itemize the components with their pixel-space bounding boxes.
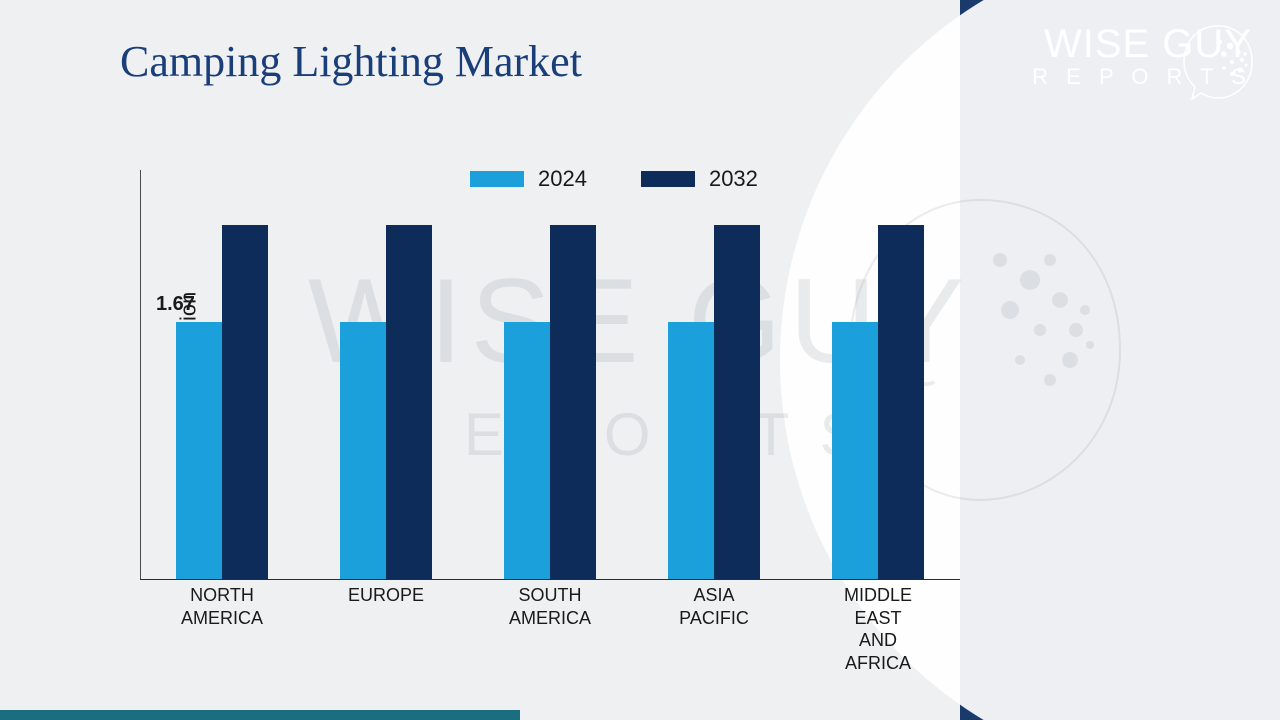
bar: [176, 322, 222, 579]
legend-swatch: [641, 171, 695, 187]
bar: [504, 322, 550, 579]
legend: 2024 2032: [470, 166, 758, 192]
bar: [386, 225, 432, 579]
x-axis-label: NORTHAMERICA: [152, 584, 292, 674]
legend-swatch: [470, 171, 524, 187]
bar: [878, 225, 924, 579]
bar: [832, 322, 878, 579]
legend-label: 2032: [709, 166, 758, 192]
bar-chart: Market Size in USD Billion 1.67 NORTHAME…: [100, 160, 970, 680]
bar: [340, 322, 386, 579]
brand-head-icon: [1176, 20, 1258, 102]
bar: [222, 225, 268, 579]
bar: [668, 322, 714, 579]
x-axis-labels: NORTHAMERICA EUROPE SOUTHAMERICA ASIAPACIFI…: [140, 584, 960, 674]
legend-item-2024: 2024: [470, 166, 587, 192]
footer-accent-bar: [0, 710, 520, 720]
brand-logo: WISE GUY R E P O R T S: [1032, 24, 1252, 88]
page-title: Camping Lighting Market: [120, 36, 582, 87]
x-axis-label: SOUTHAMERICA: [480, 584, 620, 674]
bar: [550, 225, 596, 579]
x-axis-label: EUROPE: [316, 584, 456, 674]
bar-group: [818, 225, 938, 579]
legend-label: 2024: [538, 166, 587, 192]
bar-groups: 1.67: [140, 180, 960, 579]
bar: [714, 225, 760, 579]
x-axis-label: MIDDLEEASTANDAFRICA: [808, 584, 948, 674]
right-panel: [960, 0, 1280, 720]
plot-area: 1.67: [140, 180, 960, 580]
bar-group: [490, 225, 610, 579]
bar-group: [326, 225, 446, 579]
legend-item-2032: 2032: [641, 166, 758, 192]
value-label: 1.67: [156, 293, 195, 316]
x-axis-label: ASIAPACIFIC: [644, 584, 784, 674]
bar-group: 1.67: [162, 225, 282, 579]
bar-group: [654, 225, 774, 579]
